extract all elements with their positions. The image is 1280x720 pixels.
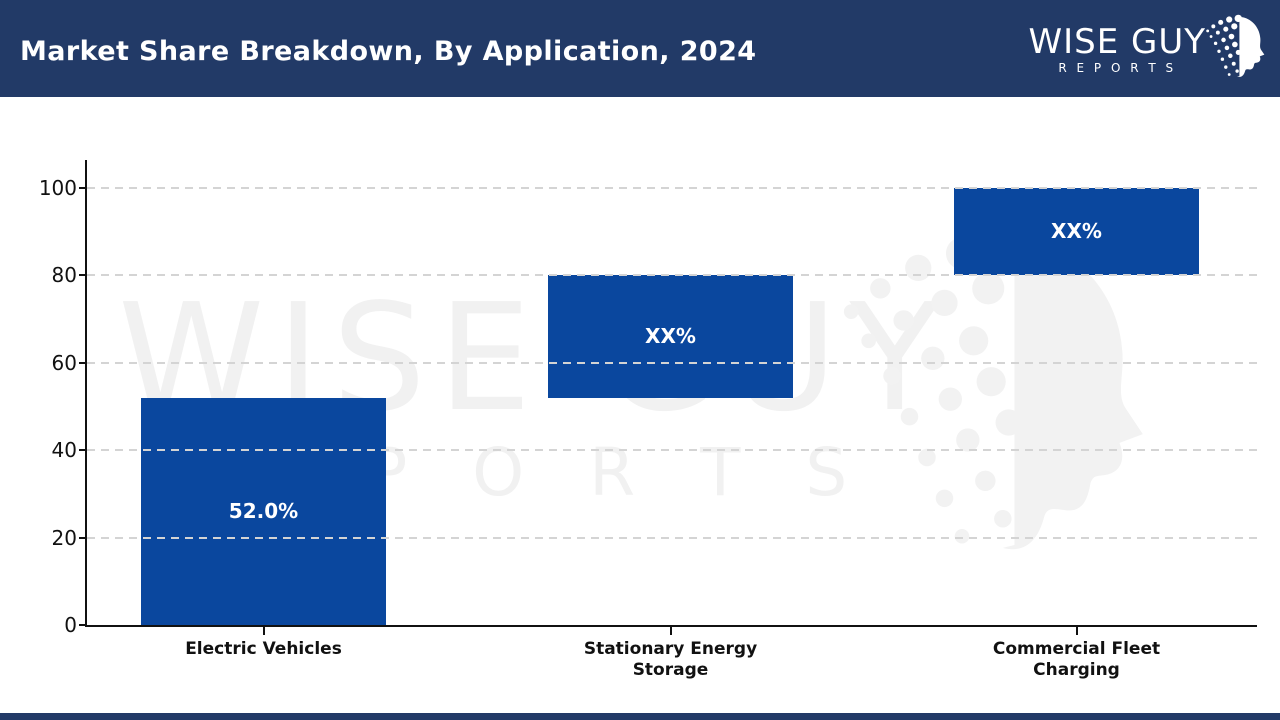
gridline-y40 <box>87 449 1257 451</box>
bar-3 <box>954 187 1199 275</box>
bar-2 <box>548 275 793 398</box>
y-tick-60 <box>79 361 87 364</box>
logo-text: WISE GUY R E P O R T S <box>1028 24 1206 75</box>
x-category-label-3: Commercial Fleet Charging <box>992 639 1161 680</box>
x-axis-line <box>85 625 1257 627</box>
y-tick-100 <box>79 186 87 189</box>
y-tick-label-40: 40 <box>51 438 77 462</box>
logo-face-icon <box>1206 14 1265 78</box>
y-tick-label-80: 80 <box>51 263 77 287</box>
wise-guy-reports-logo: WISE GUY R E P O R T S <box>1028 9 1270 89</box>
bar-value-label-1: 52.0% <box>228 499 299 524</box>
header-bar: Market Share Breakdown, By Application, … <box>0 0 1280 97</box>
y-tick-label-0: 0 <box>64 613 77 637</box>
x-tick-2 <box>669 627 672 635</box>
x-tick-3 <box>1075 627 1078 635</box>
gridline-y100 <box>87 186 1257 189</box>
y-tick-40 <box>79 449 87 451</box>
y-tick-label-100: 100 <box>38 175 77 200</box>
y-tick-label-60: 60 <box>51 350 77 375</box>
y-tick-label-20: 20 <box>51 525 77 550</box>
gridline-y20 <box>87 536 1257 539</box>
bar-1 <box>141 397 386 625</box>
y-axis-line <box>85 160 87 627</box>
bar-value-label-2: XX% <box>645 324 696 349</box>
y-tick-0 <box>79 624 87 626</box>
x-tick-1 <box>262 627 265 635</box>
logo-wiseguy-text: WISE GUY <box>1028 21 1206 62</box>
chart-title: Market Share Breakdown, By Application, … <box>20 36 757 67</box>
gridline-y60 <box>87 361 1257 364</box>
footer-bar <box>0 713 1280 720</box>
y-tick-20 <box>79 536 87 539</box>
gridline-y80 <box>87 274 1257 276</box>
bar-value-label-3: XX% <box>1051 219 1102 244</box>
logo-reports-text: R E P O R T S <box>1058 60 1177 75</box>
x-category-label-1: Electric Vehicles <box>185 639 342 659</box>
y-tick-80 <box>79 274 87 276</box>
x-category-label-2: Stationary Energy Storage <box>583 639 758 680</box>
